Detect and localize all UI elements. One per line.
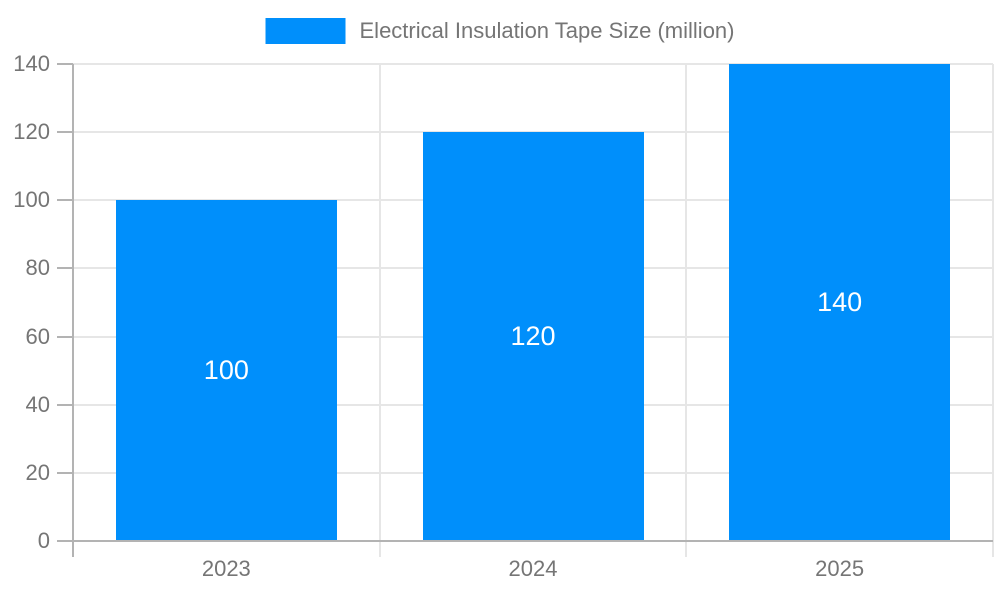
- y-axis-line: [72, 64, 74, 557]
- bar-value-label: 140: [817, 287, 863, 317]
- y-tick: [57, 63, 73, 65]
- y-axis-label: 0: [37, 528, 50, 553]
- y-gridline: [73, 63, 993, 65]
- legend-swatch-icon: [265, 18, 346, 44]
- bar-2025[interactable]: [729, 64, 951, 540]
- legend-label: Electrical Insulation Tape Size (million…: [359, 18, 735, 43]
- bar-value-label: 100: [203, 355, 249, 386]
- x-axis-line: [57, 540, 993, 542]
- x-axis-label: 2023: [201, 556, 251, 581]
- y-tick: [57, 131, 73, 134]
- bar-2024[interactable]: [422, 132, 644, 540]
- x-axis-label: 2024: [508, 556, 558, 581]
- y-tick: [57, 199, 73, 202]
- y-axis-label: 40: [25, 391, 50, 417]
- y-axis-label: 120: [13, 119, 50, 145]
- y-axis-label: 100: [13, 187, 50, 213]
- x-axis-label: 2025: [815, 556, 865, 581]
- y-axis-label: 80: [25, 255, 50, 281]
- x-gridline: [378, 64, 381, 557]
- y-tick: [57, 471, 73, 474]
- bar-value-label: 120: [510, 321, 556, 352]
- y-axis-label: 140: [13, 51, 50, 76]
- bar-2023[interactable]: [115, 200, 337, 540]
- y-axis-label: 20: [25, 459, 50, 485]
- y-tick: [57, 335, 73, 338]
- x-gridline: [685, 64, 688, 557]
- y-tick: [57, 403, 73, 406]
- y-tick: [57, 267, 73, 270]
- legend-item[interactable]: Electrical Insulation Tape Size (million…: [265, 18, 735, 44]
- x-gridline: [992, 64, 994, 557]
- y-axis-label: 60: [25, 323, 50, 349]
